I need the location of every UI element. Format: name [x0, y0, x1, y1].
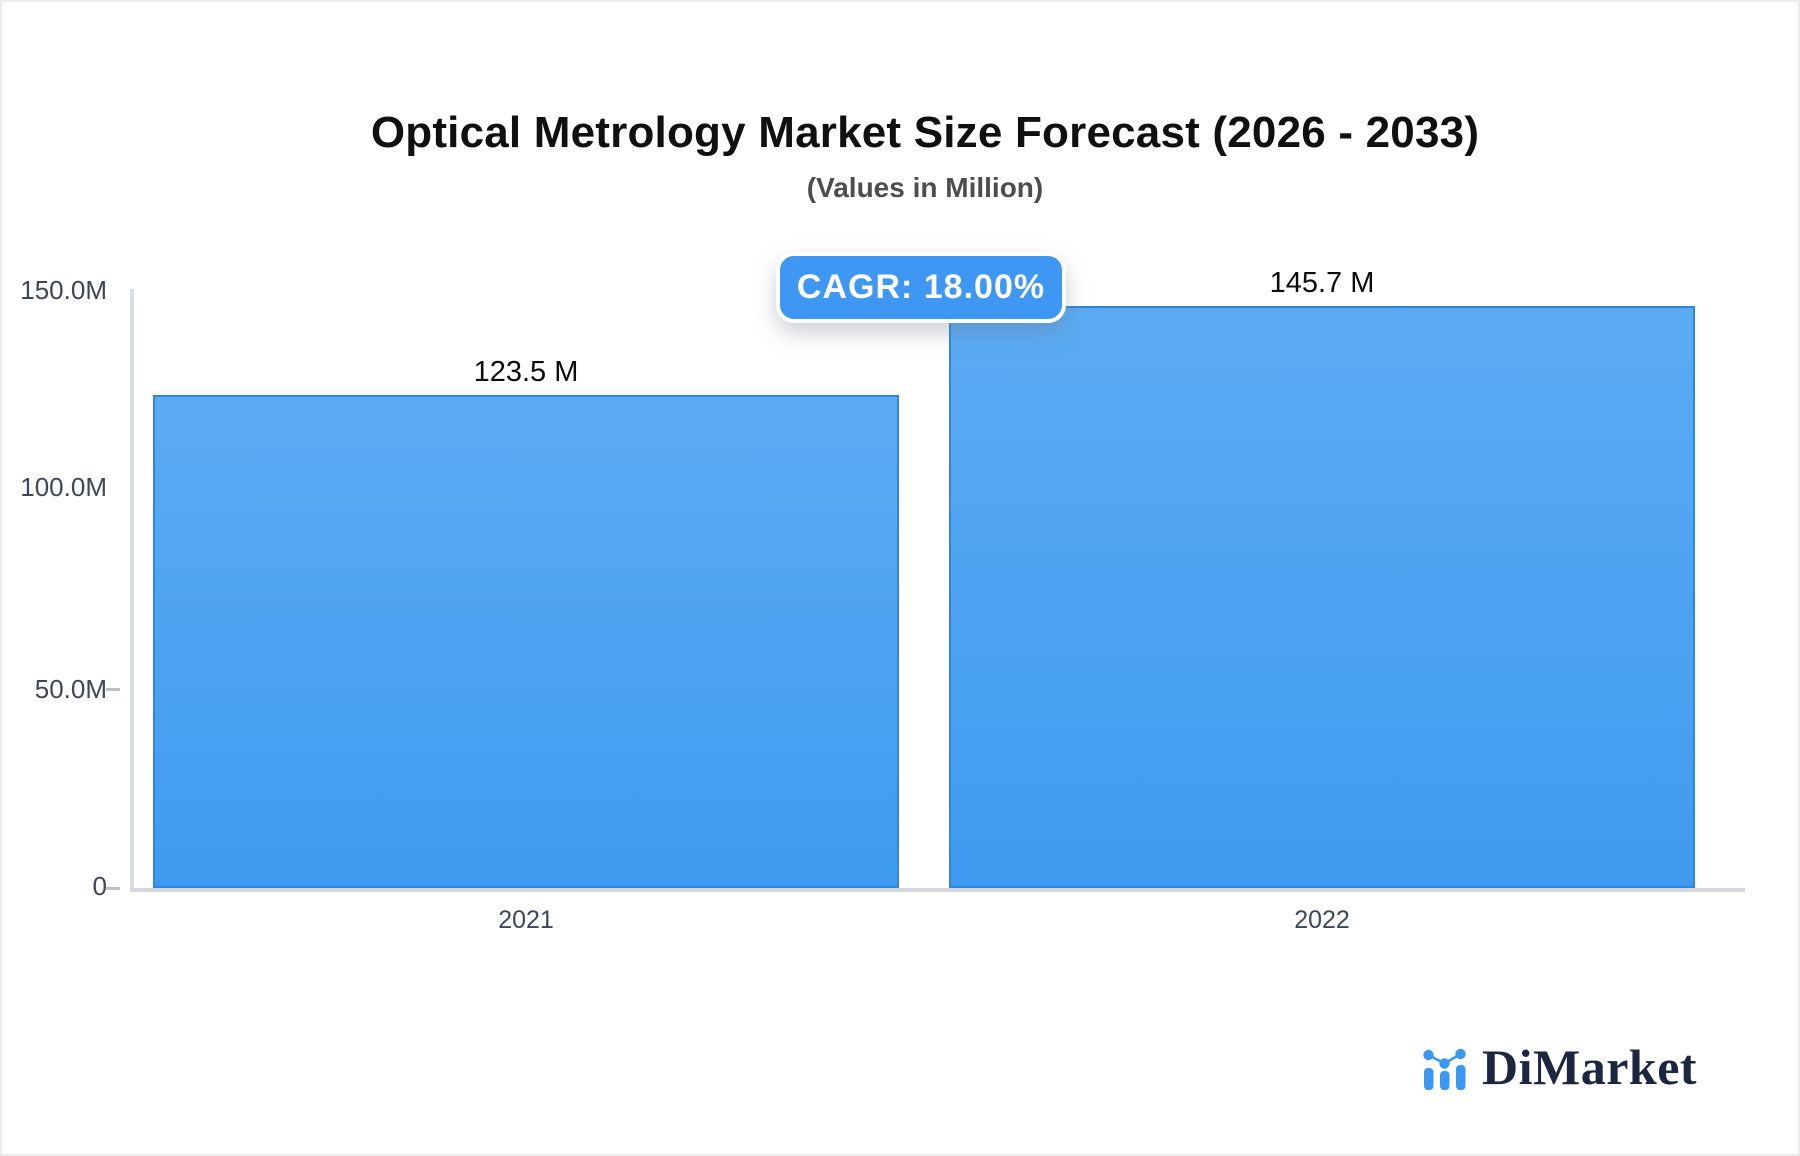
y-axis-line	[130, 289, 134, 892]
cagr-badge-label: CAGR: 18.00%	[796, 268, 1046, 306]
bar-value-label-2022: 145.7 M	[1269, 267, 1375, 299]
x-axis-label-2021: 2021	[498, 906, 554, 934]
brand-logo: DiMarket	[1423, 1042, 1697, 1092]
y-tick-label-150: 150.0M	[20, 275, 107, 305]
y-tick-mark-50	[106, 688, 120, 691]
x-axis-label-2022: 2022	[1294, 906, 1350, 934]
chart-title: Optical Metrology Market Size Forecast (…	[370, 108, 1480, 157]
y-tick-mark-0	[106, 887, 120, 890]
bar-value-label-2021: 123.5 M	[473, 356, 579, 388]
y-tick-label-100: 100.0M	[20, 472, 107, 502]
y-tick-label-50: 50.0M	[34, 674, 107, 704]
y-tick-label-0: 0	[92, 871, 107, 901]
chart-subtitle: (Values in Million)	[806, 172, 1044, 203]
x-axis-line	[130, 888, 1745, 892]
cagr-badge: CAGR: 18.00%	[776, 252, 1066, 323]
bar-chart-with-trend-dots-icon	[1423, 1048, 1466, 1090]
bar-2022[interactable]	[949, 306, 1695, 888]
bar-2021[interactable]	[153, 395, 899, 888]
brand-logo-text: DiMarket	[1482, 1039, 1698, 1095]
